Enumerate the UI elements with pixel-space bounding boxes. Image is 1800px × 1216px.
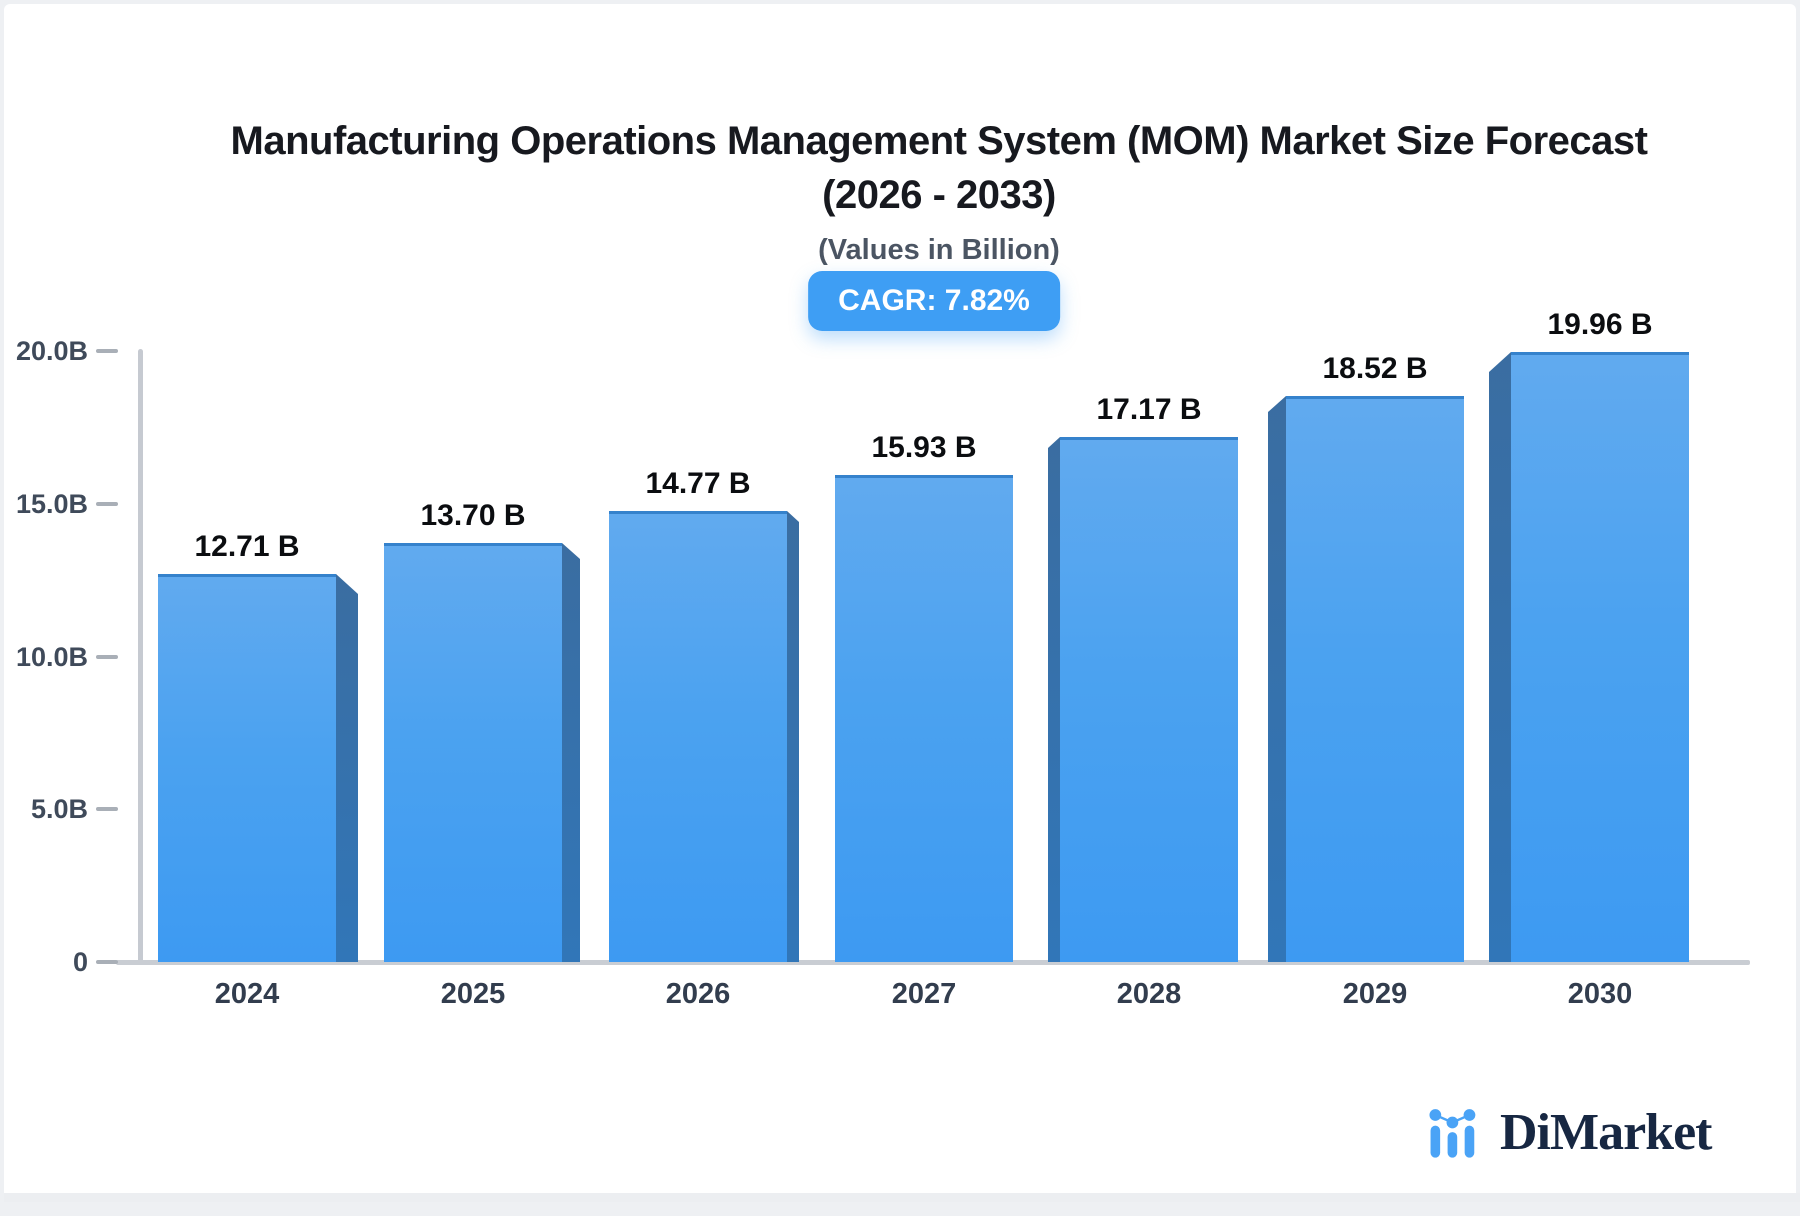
bar-value-label-2029: 18.52 B	[1322, 352, 1428, 385]
x-category-label-2029: 2029	[1342, 978, 1408, 1010]
chart-title-line1: Manufacturing Operations Management Syst…	[230, 119, 1648, 163]
bar-3d-side-2025	[562, 543, 580, 962]
x-axis-baseline	[116, 960, 1750, 965]
cagr-badge: CAGR: 7.82%	[808, 271, 1060, 331]
bar-3d-side-2029	[1268, 396, 1286, 962]
bottom-edge-strip	[4, 1193, 1800, 1202]
bar-chart-trend-icon	[1429, 1109, 1476, 1158]
x-category-label-2025: 2025	[440, 978, 506, 1010]
y-tick-mark	[96, 807, 118, 812]
bar-2027[interactable]	[835, 475, 1013, 962]
y-tick-mark	[96, 349, 118, 353]
x-category-label-2030: 2030	[1567, 978, 1633, 1010]
y-axis-line	[138, 349, 143, 965]
x-category-label-2024: 2024	[214, 978, 280, 1010]
bar-value-label-2025: 13.70 B	[420, 499, 526, 532]
bar-value-label-2027: 15.93 B	[871, 431, 977, 464]
dimarket-logo: DiMarket	[1422, 1102, 1712, 1161]
y-tick-mark	[96, 960, 118, 964]
chart-card: Manufacturing Operations Management Syst…	[4, 4, 1800, 1202]
y-tick-label-20.0B: 20.0B	[15, 336, 88, 366]
bar-2030[interactable]	[1511, 352, 1689, 962]
x-category-label-2028: 2028	[1116, 978, 1182, 1010]
y-tick-mark	[96, 654, 118, 659]
chart-title-line2: (2026 - 2033)	[822, 173, 1056, 217]
bar-3d-side-2024	[336, 574, 358, 962]
logo-text: DiMarket	[1500, 1104, 1712, 1161]
bar-value-label-2030: 19.96 B	[1547, 308, 1653, 341]
bar-2029[interactable]	[1286, 396, 1464, 962]
chart-subtitle: (Values in Billion)	[818, 234, 1060, 266]
x-category-label-2027: 2027	[891, 978, 957, 1010]
y-tick-label-15.0B: 15.0B	[15, 488, 88, 519]
bar-chart: 0 5.0B 10.0B 15.0B 20.0B 12.71 B 2024 13.70 B 20…	[4, 4, 1800, 1216]
x-category-label-2026: 2026	[665, 978, 731, 1010]
bar-value-label-2026: 14.77 B	[645, 467, 751, 500]
bar-2028[interactable]	[1060, 437, 1238, 962]
bar-2026[interactable]	[609, 511, 787, 962]
bar-3d-side-2028	[1048, 437, 1060, 962]
y-tick-label-10.0B: 10.0B	[15, 641, 88, 672]
y-tick-label-0: 0	[72, 947, 88, 977]
bar-2024[interactable]	[158, 574, 336, 962]
bar-3d-side-2026	[787, 511, 799, 962]
bar-value-label-2028: 17.17 B	[1096, 393, 1202, 426]
bar-2025[interactable]	[384, 543, 562, 962]
bar-value-label-2024: 12.71 B	[194, 530, 300, 563]
y-tick-label-5.0B: 5.0B	[30, 794, 88, 825]
bar-3d-side-2030	[1489, 352, 1511, 962]
y-tick-mark	[96, 501, 118, 506]
